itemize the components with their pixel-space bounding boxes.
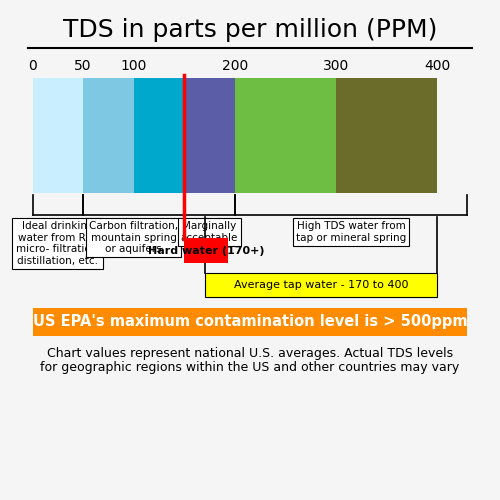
Bar: [83, 78, 134, 192]
Bar: [235, 78, 336, 192]
Bar: [32, 78, 83, 192]
Bar: [204, 272, 437, 296]
Bar: [184, 238, 228, 262]
Text: 300: 300: [323, 58, 349, 72]
Text: Marginally
acceptable: Marginally acceptable: [181, 221, 238, 242]
Text: US EPA's maximum contamination level is > 500ppm: US EPA's maximum contamination level is …: [32, 314, 468, 329]
Bar: [134, 78, 184, 192]
Text: Chart values represent national U.S. averages. Actual TDS levels
for geographic : Chart values represent national U.S. ave…: [40, 346, 460, 374]
Text: 50: 50: [74, 58, 92, 72]
Text: TDS in parts per million (PPM): TDS in parts per million (PPM): [63, 18, 437, 42]
Text: 0: 0: [28, 58, 37, 72]
Bar: [184, 78, 235, 192]
Text: 200: 200: [222, 58, 248, 72]
Text: High TDS water from
tap or mineral spring: High TDS water from tap or mineral sprin…: [296, 221, 406, 242]
Text: 100: 100: [120, 58, 147, 72]
Text: Hard water (170+): Hard water (170+): [148, 246, 264, 256]
Bar: [32, 308, 468, 336]
Bar: [336, 78, 437, 192]
Text: 400: 400: [424, 58, 450, 72]
Text: Average tap water - 170 to 400: Average tap water - 170 to 400: [234, 280, 408, 289]
Text: Carbon filtration,
mountain spring
or aquifers: Carbon filtration, mountain spring or aq…: [89, 221, 178, 254]
Text: Ideal drinking
water from RO,
micro- filtration,
distillation, etc.: Ideal drinking water from RO, micro- fil…: [16, 221, 100, 266]
